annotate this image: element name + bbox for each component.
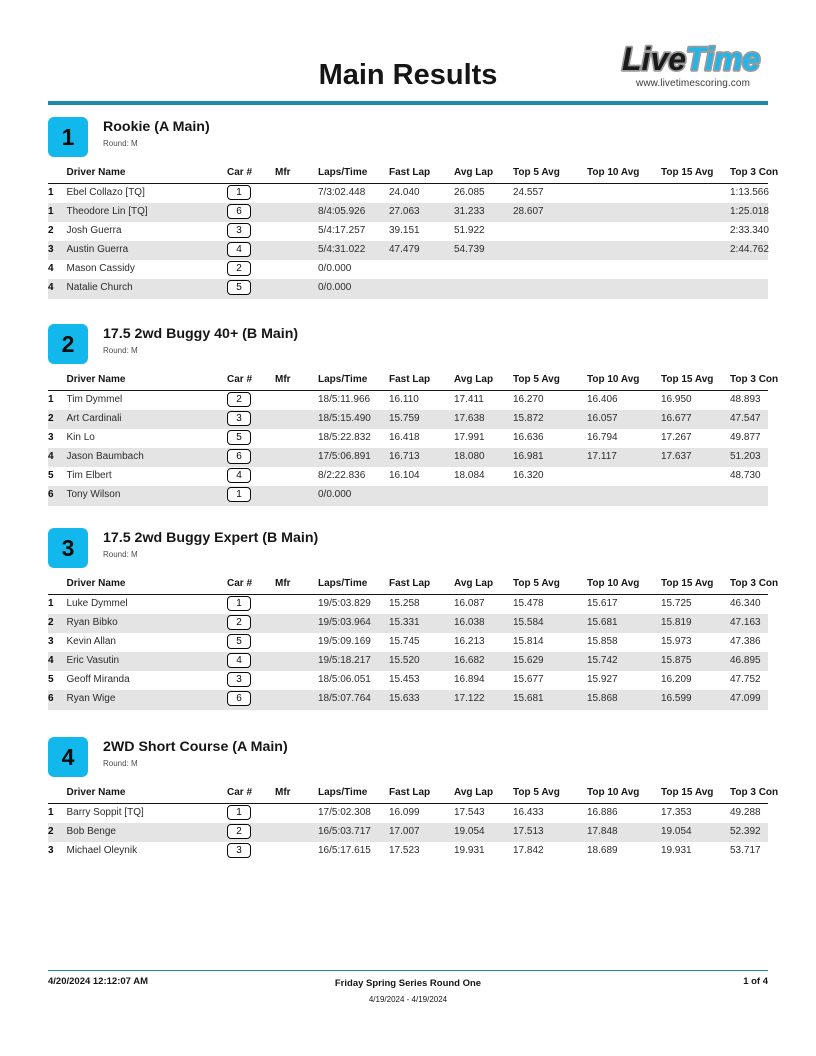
- svg-text:LiveTime: LiveTime: [622, 43, 760, 77]
